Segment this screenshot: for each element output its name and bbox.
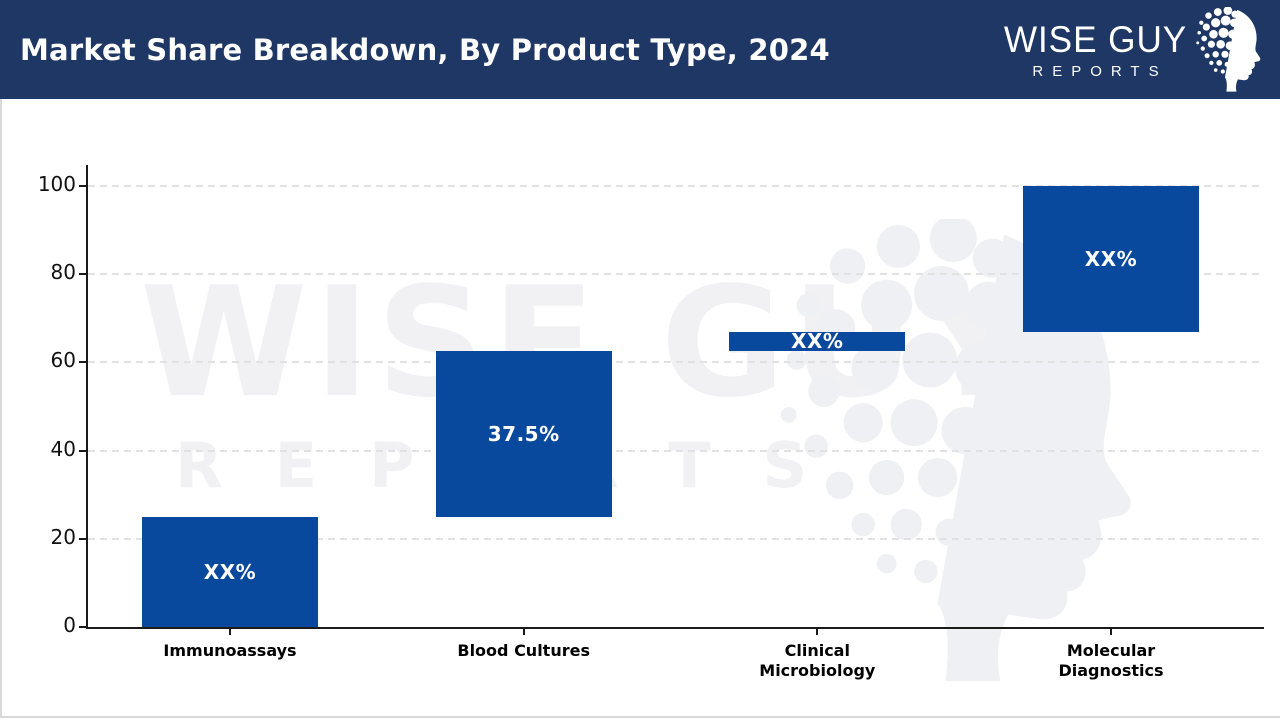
y-tick-label: 40 [50,436,76,461]
bar-value-label: XX% [1084,246,1138,271]
x-tick-mark [816,629,819,635]
chart-title: Market Share Breakdown, By Product Type,… [20,32,830,67]
x-category-label: Clinical Microbiology [759,641,876,680]
wiseguy-logo: WISE GUY REPORTS [999,6,1266,93]
y-tick-mark [79,449,86,452]
y-axis-line [86,165,88,629]
bar-blood-cultures: 37.5% [435,351,612,517]
x-category-label: Immunoassays [163,641,297,660]
bar-value-label: XX% [791,331,844,352]
gridline [88,185,1264,187]
y-tick-mark [79,273,86,276]
bar-value-label: XX% [203,559,257,584]
gridline [88,273,1264,276]
header-bar: Market Share Breakdown, By Product Type,… [0,0,1280,99]
chart-area: WISE GUY REPORTS [0,99,1280,720]
y-tick-mark [79,537,86,540]
y-tick-mark [79,185,86,187]
y-tick-label: 80 [50,260,76,285]
logo-text: WISE GUY REPORTS [999,19,1192,80]
logo-wordmark: WISE GUY [1003,19,1188,60]
bar-clinical-microbiology: XX% [729,331,906,352]
y-tick-mark [79,626,86,628]
y-tick-label: 100 [37,172,76,196]
y-tick-label: 60 [50,348,76,373]
gridline [88,537,1264,540]
left-edge-hairline [0,99,2,718]
y-tick-label: 0 [63,613,76,637]
x-category-label: Blood Cultures [457,641,590,660]
logo-subtext: REPORTS [1032,63,1168,80]
x-tick-mark [229,629,231,635]
y-tick-mark [79,361,86,364]
bar-immunoassays: XX% [142,516,318,627]
logo-head-icon [1196,6,1261,92]
bar-molecular-diagnostics: XX% [1023,186,1199,332]
bar-value-label: 37.5% [487,422,560,447]
x-category-label: Molecular Diagnostics [1058,641,1164,680]
y-tick-label: 20 [50,524,76,549]
gridline [88,449,1264,452]
bottom-edge-hairline [0,716,1280,718]
x-tick-mark [522,629,525,635]
x-axis-line [86,627,1264,629]
x-tick-mark [1110,629,1112,635]
gridline [88,361,1264,364]
